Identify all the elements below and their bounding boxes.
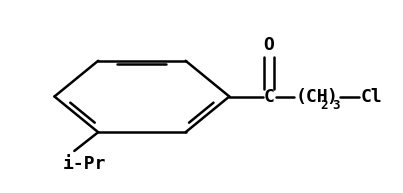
Text: ): ) xyxy=(326,87,337,106)
Text: 3: 3 xyxy=(332,99,340,112)
Text: 2: 2 xyxy=(320,99,328,112)
Text: O: O xyxy=(264,36,274,54)
Text: i-Pr: i-Pr xyxy=(62,155,106,173)
Text: (CH: (CH xyxy=(295,87,328,106)
Text: C: C xyxy=(264,87,274,106)
Text: Cl: Cl xyxy=(361,87,382,106)
